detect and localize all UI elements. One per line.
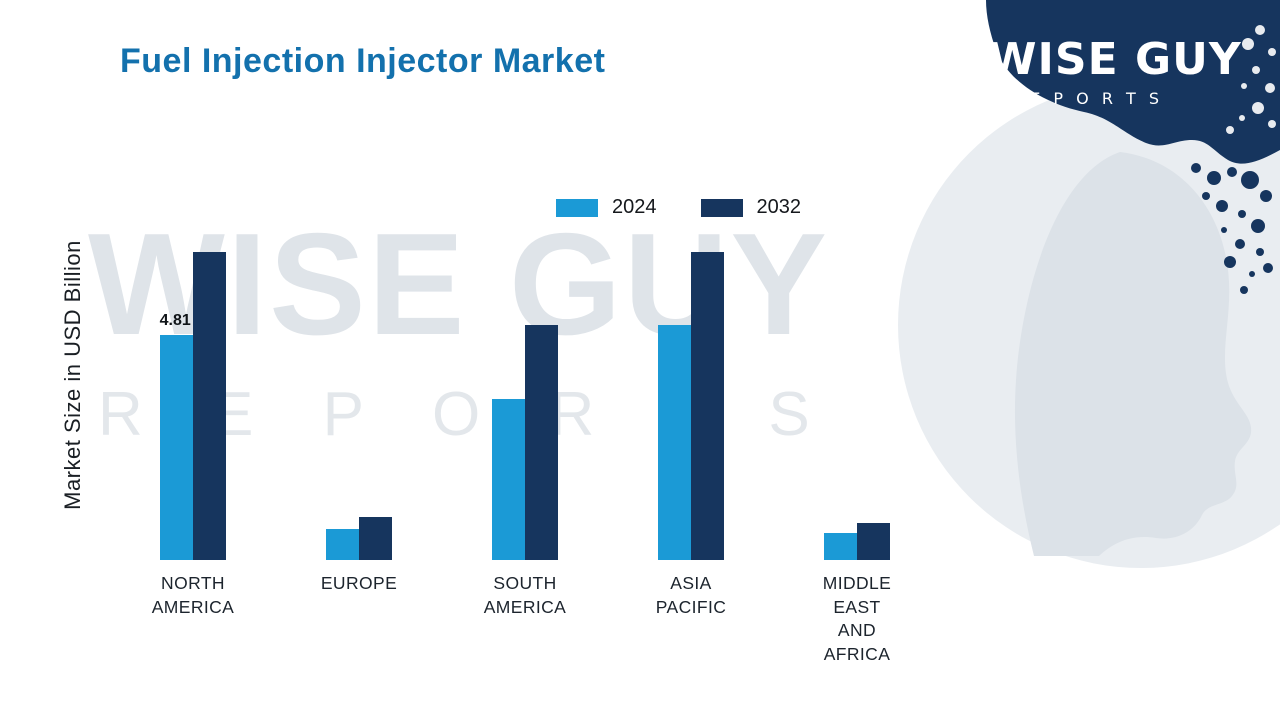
category-label-europe: EUROPE bbox=[320, 573, 398, 593]
bar-value-label: 4.81 bbox=[159, 312, 191, 329]
bar-group-north-america: 4.81 NORTH AMERICA bbox=[152, 250, 234, 617]
legend-label-2032: 2032 bbox=[756, 196, 802, 218]
face-silhouette bbox=[1014, 152, 1252, 556]
logo-subtext: R E P O R T S bbox=[1006, 89, 1163, 108]
legend-label-2024: 2024 bbox=[612, 196, 657, 218]
bar-group-asia-pacific: ASIA PACIFIC bbox=[656, 250, 726, 617]
y-axis-label: Market Size in USD Billion bbox=[60, 240, 85, 510]
bar-2024-north-america: 4.81 bbox=[160, 312, 193, 560]
logo-dot-fade bbox=[1191, 163, 1273, 294]
legend-item-2032: 2032 bbox=[700, 196, 802, 219]
bar-pair bbox=[492, 250, 558, 560]
chart-legend: 2024 2032 bbox=[556, 196, 801, 219]
bar-pair bbox=[658, 250, 724, 560]
bar-2032-north-america bbox=[193, 252, 226, 560]
bar-2024-europe bbox=[326, 529, 359, 560]
category-label-middle-east-and-africa: MIDDLE EAST AND AFRICA bbox=[822, 573, 892, 664]
bar-2032-europe bbox=[359, 517, 392, 560]
legend-swatch-2032 bbox=[700, 198, 743, 217]
bar-group-south-america: SOUTH AMERICA bbox=[484, 250, 566, 617]
bar-group-middle-east-and-africa: MIDDLE EAST AND AFRICA bbox=[823, 250, 891, 664]
category-label-south-america: SOUTH AMERICA bbox=[483, 573, 567, 617]
category-label-north-america: NORTH AMERICA bbox=[151, 573, 235, 617]
legend-item-2024: 2024 bbox=[556, 196, 657, 219]
bar-2024-south-america bbox=[492, 399, 525, 560]
bar-2024-middle-east-and-africa bbox=[824, 533, 857, 560]
bar-2032-middle-east-and-africa bbox=[857, 523, 890, 560]
bar-chart: 4.81 NORTH AMERICA EUROPE SOUTH AMERICA ASIA… bbox=[110, 250, 940, 664]
logo-shape bbox=[986, 0, 1280, 164]
page-title: Fuel Injection Injector Market bbox=[120, 42, 606, 80]
category-label-asia-pacific: ASIA PACIFIC bbox=[655, 573, 727, 617]
bar-pair bbox=[824, 250, 890, 560]
wiseguy-logo: WISE GUY R E P O R T S bbox=[986, 0, 1280, 294]
bar-pair bbox=[326, 250, 392, 560]
bar-pair: 4.81 bbox=[160, 250, 226, 560]
logo-wordmark: WISE GUY bbox=[988, 34, 1242, 85]
logo-dot-texture bbox=[1226, 25, 1276, 134]
bar-group-europe: EUROPE bbox=[321, 250, 397, 593]
bar-2032-asia-pacific bbox=[691, 252, 724, 560]
bar-2024-asia-pacific bbox=[658, 325, 691, 560]
legend-swatch-2024 bbox=[556, 198, 598, 217]
bar-2032-south-america bbox=[525, 325, 558, 560]
